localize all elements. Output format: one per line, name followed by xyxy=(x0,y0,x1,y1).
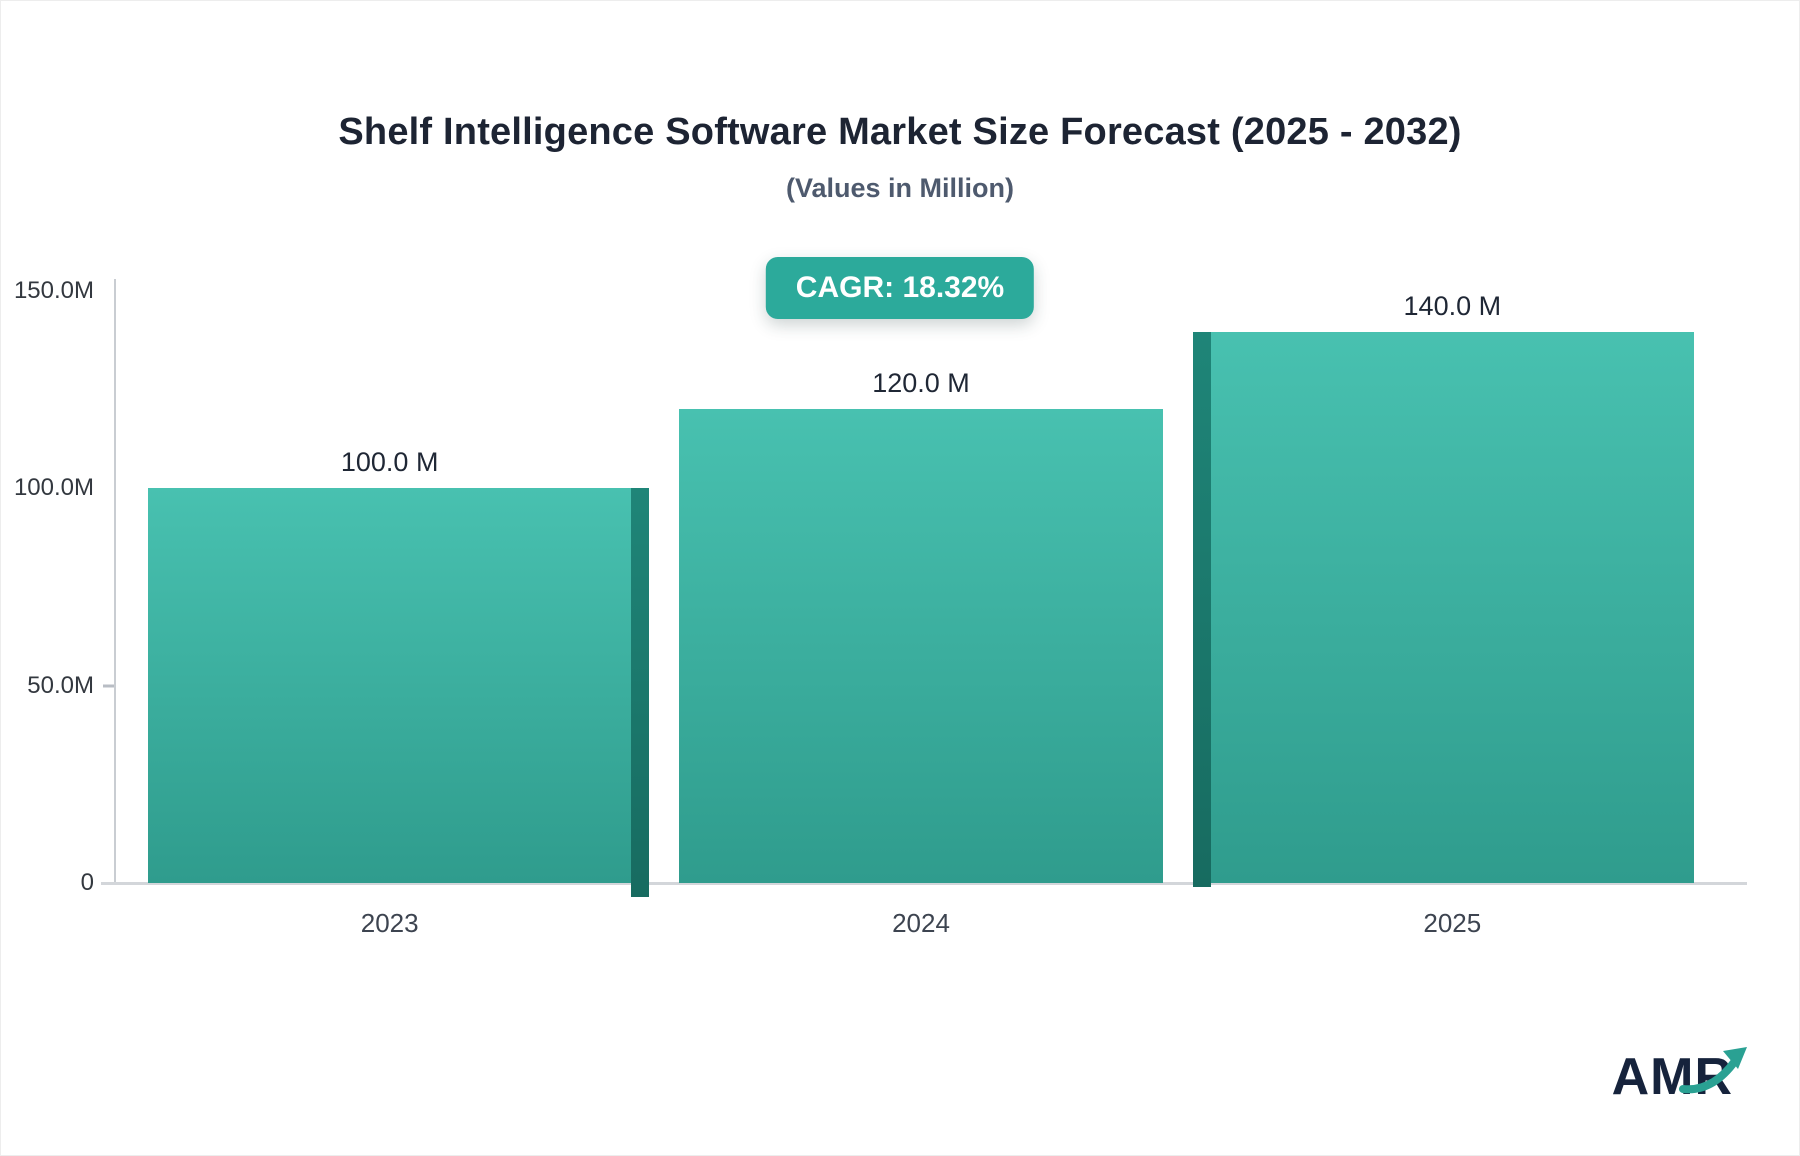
amr-logo-text: AMR xyxy=(1611,1048,1733,1106)
amr-logo: AMR xyxy=(1611,1047,1747,1107)
x-axis-label: 2023 xyxy=(360,908,419,938)
chart-subtitle: (Values in Million) xyxy=(785,173,1015,203)
y-axis-tick: 0 xyxy=(80,869,94,896)
bar-slot-2024: 120.0 M 2024 xyxy=(679,291,1163,938)
bar-2025 xyxy=(1192,332,1694,887)
bar-slot-2025: 140.0 M 2025 xyxy=(1192,291,1694,938)
chart-title: Shelf Intelligence Software Market Size … xyxy=(338,111,1462,153)
plot-area: 100.0 M 2023 120.0 M 2024 140.0 M 2025 xyxy=(116,291,1744,938)
x-axis-label: 2025 xyxy=(1423,908,1482,938)
tick-mark xyxy=(103,684,116,688)
bar-slot-2023: 100.0 M 2023 xyxy=(148,291,650,938)
bar-value-label: 140.0 M xyxy=(1403,291,1502,321)
y-axis-tick: 50.0M xyxy=(27,672,116,700)
x-axis-label: 2024 xyxy=(892,908,950,938)
bar-value-label: 120.0 M xyxy=(872,368,970,399)
bar-value-label: 100.0 M xyxy=(340,447,439,478)
y-axis-tick: 100.0M xyxy=(13,474,94,502)
y-axis: 0 50.0M 100.0M 150.0M xyxy=(1,277,116,896)
growth-arrow-icon xyxy=(1679,1047,1747,1094)
cagr-badge: CAGR: 18.32% xyxy=(765,257,1035,319)
bar-2024 xyxy=(679,409,1163,883)
y-axis-line xyxy=(114,279,116,883)
bar-2023 xyxy=(148,488,650,897)
x-axis-baseline xyxy=(101,882,1747,885)
y-axis-tick: 150.0M xyxy=(13,277,94,304)
